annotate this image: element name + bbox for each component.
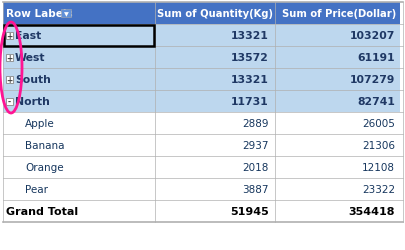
Text: 3887: 3887 bbox=[243, 184, 269, 194]
Bar bbox=[6, 55, 13, 62]
Text: West: West bbox=[15, 53, 45, 63]
Bar bbox=[6, 77, 13, 84]
Text: North: North bbox=[15, 96, 50, 106]
Text: South: South bbox=[15, 75, 51, 85]
Text: 13321: 13321 bbox=[231, 31, 269, 41]
Bar bbox=[3, 91, 400, 112]
Text: Grand Total: Grand Total bbox=[6, 206, 78, 216]
Text: 107279: 107279 bbox=[350, 75, 395, 85]
Text: Banana: Banana bbox=[25, 140, 64, 150]
Bar bbox=[6, 33, 13, 40]
Bar bbox=[3, 69, 400, 91]
Text: 21306: 21306 bbox=[362, 140, 395, 150]
Bar bbox=[4, 26, 154, 46]
Text: 2018: 2018 bbox=[243, 162, 269, 172]
Text: 26005: 26005 bbox=[362, 118, 395, 128]
Text: ▼: ▼ bbox=[64, 12, 68, 17]
Text: -: - bbox=[8, 98, 11, 106]
Text: +: + bbox=[6, 54, 13, 63]
Text: Pear: Pear bbox=[25, 184, 48, 194]
Text: 11731: 11731 bbox=[231, 96, 269, 106]
Text: 2889: 2889 bbox=[243, 118, 269, 128]
Text: 23322: 23322 bbox=[362, 184, 395, 194]
Text: Sum of Price(Dollar): Sum of Price(Dollar) bbox=[282, 9, 396, 19]
Bar bbox=[61, 10, 71, 18]
Text: Orange: Orange bbox=[25, 162, 64, 172]
Text: East: East bbox=[15, 31, 41, 41]
Bar bbox=[3, 112, 400, 134]
Text: 51945: 51945 bbox=[230, 206, 269, 216]
Text: 61191: 61191 bbox=[357, 53, 395, 63]
Bar bbox=[3, 156, 400, 178]
Bar bbox=[3, 200, 400, 222]
Bar bbox=[3, 3, 400, 25]
Text: Sum of Quantity(Kg): Sum of Quantity(Kg) bbox=[157, 9, 273, 19]
Text: 13321: 13321 bbox=[231, 75, 269, 85]
Bar bbox=[3, 47, 400, 69]
Text: +: + bbox=[6, 32, 13, 41]
Text: 82741: 82741 bbox=[357, 96, 395, 106]
Bar bbox=[3, 25, 400, 47]
Text: 12108: 12108 bbox=[362, 162, 395, 172]
Text: Apple: Apple bbox=[25, 118, 55, 128]
Bar bbox=[3, 178, 400, 200]
Bar bbox=[6, 98, 13, 105]
Text: 103207: 103207 bbox=[350, 31, 395, 41]
Text: 13572: 13572 bbox=[231, 53, 269, 63]
Text: Row Labels: Row Labels bbox=[6, 9, 72, 19]
Text: 354418: 354418 bbox=[348, 206, 395, 216]
Bar bbox=[3, 134, 400, 156]
Text: 2937: 2937 bbox=[243, 140, 269, 150]
Text: +: + bbox=[6, 76, 13, 85]
